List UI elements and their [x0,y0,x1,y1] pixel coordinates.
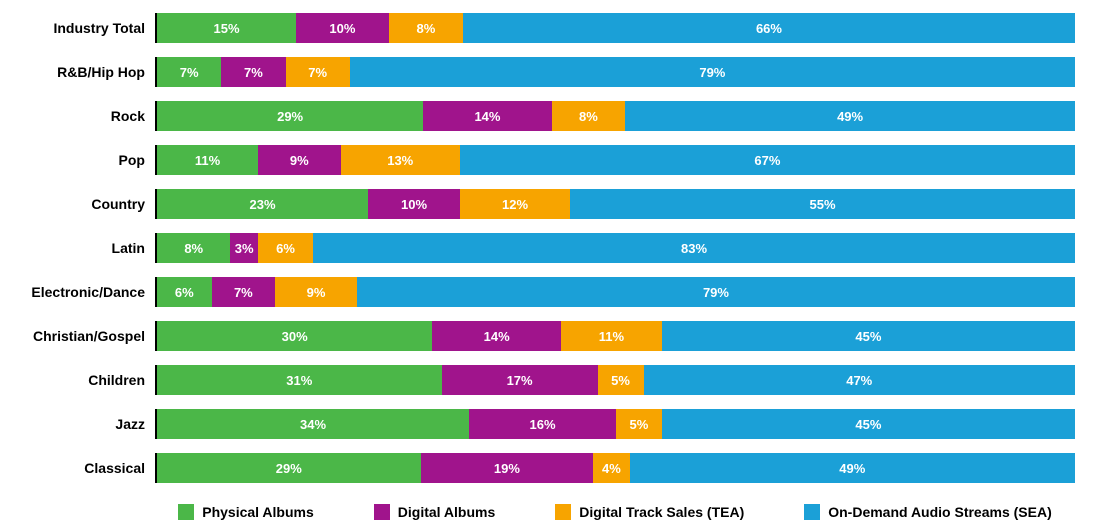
bar-segment-streams: 67% [460,145,1075,175]
bar-track: 23%10%12%55% [155,189,1075,219]
row-label: R&B/Hip Hop [15,64,155,80]
chart-row: R&B/Hip Hop7%7%7%79% [15,54,1075,90]
bar-segment-physical: 34% [157,409,469,439]
bar-segment-streams: 83% [313,233,1075,263]
bar-segment-digital_albums: 17% [442,365,598,395]
bar-segment-digital_tracks: 5% [598,365,644,395]
bar-segment-digital_tracks: 13% [341,145,460,175]
legend-label: Physical Albums [202,504,314,520]
row-label: Rock [15,108,155,124]
bar-track: 6%7%9%79% [155,277,1075,307]
bar-segment-physical: 11% [157,145,258,175]
bar-segment-physical: 8% [157,233,230,263]
chart-row: Jazz34%16%5%45% [15,406,1075,442]
chart-row: Industry Total15%10%8%66% [15,10,1075,46]
bar-segment-streams: 45% [662,321,1075,351]
bar-segment-digital_albums: 3% [230,233,258,263]
legend-item-physical: Physical Albums [178,504,314,520]
bar-segment-digital_tracks: 4% [593,453,629,483]
row-label: Jazz [15,416,155,432]
legend-item-digital_tracks: Digital Track Sales (TEA) [555,504,744,520]
bar-segment-streams: 49% [625,101,1075,131]
stacked-bar-chart: Industry Total15%10%8%66%R&B/Hip Hop7%7%… [15,10,1075,520]
chart-row: Pop11%9%13%67% [15,142,1075,178]
bar-segment-streams: 45% [662,409,1075,439]
bar-segment-streams: 79% [350,57,1075,87]
bar-track: 31%17%5%47% [155,365,1075,395]
bar-segment-physical: 29% [157,101,423,131]
bar-track: 8%3%6%83% [155,233,1075,263]
row-label: Classical [15,460,155,476]
bar-segment-digital_tracks: 9% [275,277,357,307]
chart-row: Country23%10%12%55% [15,186,1075,222]
bar-segment-digital_albums: 10% [296,13,389,43]
bar-segment-digital_albums: 14% [432,321,561,351]
legend-swatch [374,504,390,520]
bar-segment-digital_albums: 10% [368,189,460,219]
legend-swatch [804,504,820,520]
bar-segment-digital_albums: 19% [421,453,594,483]
bar-segment-physical: 30% [157,321,432,351]
chart-row: Latin8%3%6%83% [15,230,1075,266]
bar-segment-digital_tracks: 8% [552,101,625,131]
bar-segment-digital_albums: 9% [258,145,341,175]
row-label: Children [15,372,155,388]
bar-track: 11%9%13%67% [155,145,1075,175]
legend-swatch [555,504,571,520]
bar-segment-digital_tracks: 11% [561,321,662,351]
bar-segment-digital_albums: 7% [212,277,276,307]
row-label: Electronic/Dance [15,284,155,300]
bar-segment-physical: 6% [157,277,212,307]
bar-segment-physical: 7% [157,57,221,87]
legend-swatch [178,504,194,520]
bar-segment-streams: 66% [463,13,1075,43]
chart-row: Electronic/Dance6%7%9%79% [15,274,1075,310]
bar-track: 7%7%7%79% [155,57,1075,87]
legend-label: Digital Track Sales (TEA) [579,504,744,520]
bar-segment-streams: 47% [644,365,1075,395]
row-label: Christian/Gospel [15,328,155,344]
legend-item-digital_albums: Digital Albums [374,504,496,520]
bar-track: 29%14%8%49% [155,101,1075,131]
chart-row: Children31%17%5%47% [15,362,1075,398]
bar-track: 15%10%8%66% [155,13,1075,43]
chart-row: Classical29%19%4%49% [15,450,1075,486]
row-label: Industry Total [15,20,155,36]
bar-segment-streams: 55% [570,189,1075,219]
bar-segment-physical: 15% [157,13,296,43]
bar-segment-digital_tracks: 6% [258,233,313,263]
bar-track: 29%19%4%49% [155,453,1075,483]
legend-label: Digital Albums [398,504,496,520]
bar-segment-physical: 23% [157,189,368,219]
bar-segment-digital_tracks: 12% [460,189,570,219]
bar-segment-digital_tracks: 7% [286,57,350,87]
chart-row: Rock29%14%8%49% [15,98,1075,134]
bar-segment-digital_tracks: 8% [389,13,463,43]
legend: Physical Albums Digital Albums Digital Tra… [15,504,1075,520]
bar-segment-digital_albums: 14% [423,101,552,131]
legend-item-streams: On-Demand Audio Streams (SEA) [804,504,1052,520]
row-label: Country [15,196,155,212]
row-label: Pop [15,152,155,168]
bar-segment-digital_tracks: 5% [616,409,662,439]
legend-label: On-Demand Audio Streams (SEA) [828,504,1052,520]
bar-segment-streams: 79% [357,277,1075,307]
chart-row: Christian/Gospel30%14%11%45% [15,318,1075,354]
bar-segment-streams: 49% [630,453,1075,483]
bar-track: 34%16%5%45% [155,409,1075,439]
bar-segment-physical: 31% [157,365,442,395]
row-label: Latin [15,240,155,256]
bar-track: 30%14%11%45% [155,321,1075,351]
bar-segment-physical: 29% [157,453,421,483]
chart-rows: Industry Total15%10%8%66%R&B/Hip Hop7%7%… [15,10,1075,486]
bar-segment-digital_albums: 7% [221,57,285,87]
bar-segment-digital_albums: 16% [469,409,616,439]
